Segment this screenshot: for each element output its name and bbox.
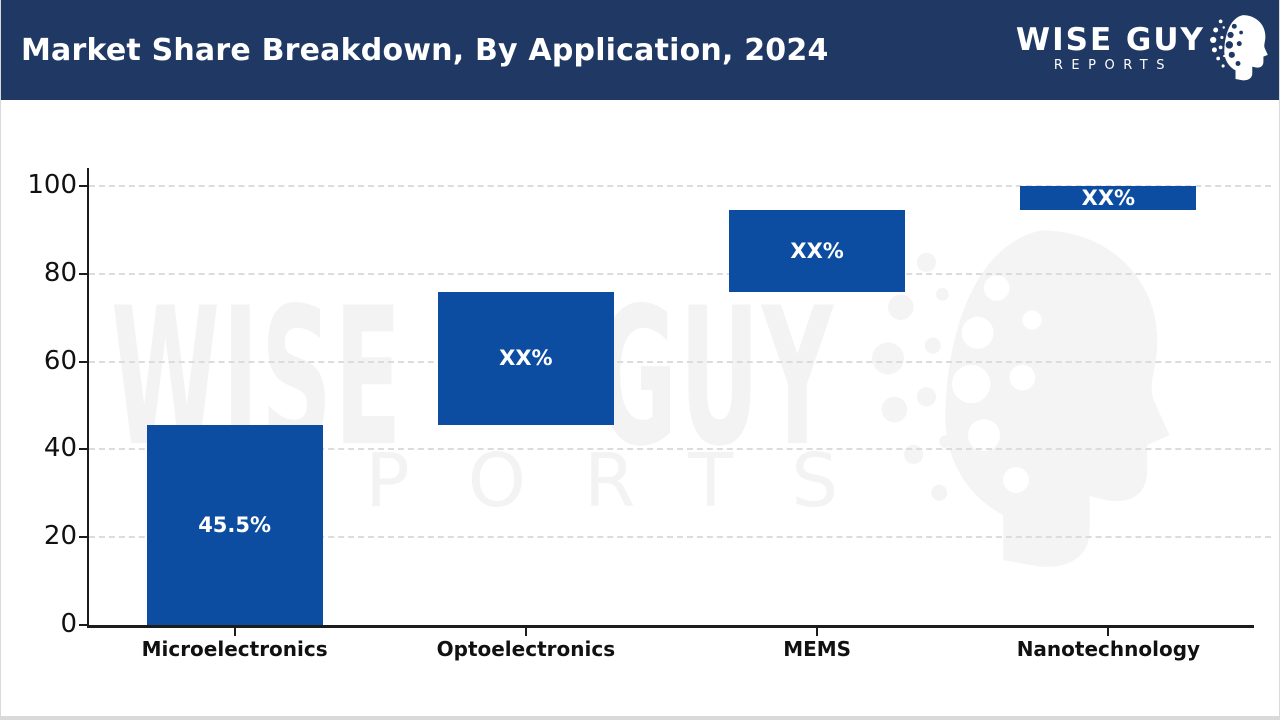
bar-nanotechnology: XX% [1020,185,1197,211]
x-category-label: Optoelectronics [436,637,616,661]
x-tick-2 [816,628,819,636]
y-tick-100 [79,185,87,187]
bar-value-label: XX% [499,346,553,371]
gridline-100 [89,185,1271,187]
y-tick-label-0: 0 [60,609,77,639]
x-category-label: Nanotechnology [1016,637,1201,661]
gridline-60 [89,360,1271,363]
bar-value-label: XX% [1081,185,1136,210]
gridline-80 [89,272,1271,275]
x-tick-3 [1107,628,1110,636]
y-tick-label-100: 100 [27,170,77,200]
logo-wordmark: WISE GUY [1015,21,1205,58]
bar-optoelectronics: XX% [437,292,614,426]
gridline-20 [89,536,1271,539]
y-tick-80 [79,272,87,275]
y-axis-spine [86,168,89,628]
bar-microelectronics: 45.5% [146,425,323,625]
y-tick-label-40: 40 [43,433,77,464]
x-category-label: MEMS [783,637,852,661]
header-bar: Market Share Breakdown, By Application, … [1,0,1279,100]
x-axis-spine [87,625,1254,628]
x-tick-1 [524,628,527,636]
y-tick-40 [79,448,87,451]
wiseguy-head-icon [1210,15,1268,81]
y-tick-label-60: 60 [43,345,77,376]
bar-mems: XX% [729,210,906,293]
y-tick-label-80: 80 [43,257,77,288]
y-tick-20 [79,536,87,539]
bar-value-label: XX% [790,238,844,263]
y-tick-label-20: 20 [43,521,77,552]
bar-value-label: 45.5% [198,512,272,537]
gridline-40 [89,448,1271,451]
x-category-label: Microelectronics [141,637,328,661]
y-tick-0 [79,624,87,626]
chart-title: Market Share Breakdown, By Application, … [21,32,829,68]
watermark-head-icon [872,230,1170,567]
wiseguy-logo-text: WISE GUY REPORTS [1016,23,1205,73]
x-tick-0 [233,628,236,636]
logo-subtitle: REPORTS [1053,58,1173,74]
wiseguy-logo: WISE GUY REPORTS [1016,7,1269,89]
y-tick-60 [79,360,87,363]
bottom-border [1,716,1279,720]
